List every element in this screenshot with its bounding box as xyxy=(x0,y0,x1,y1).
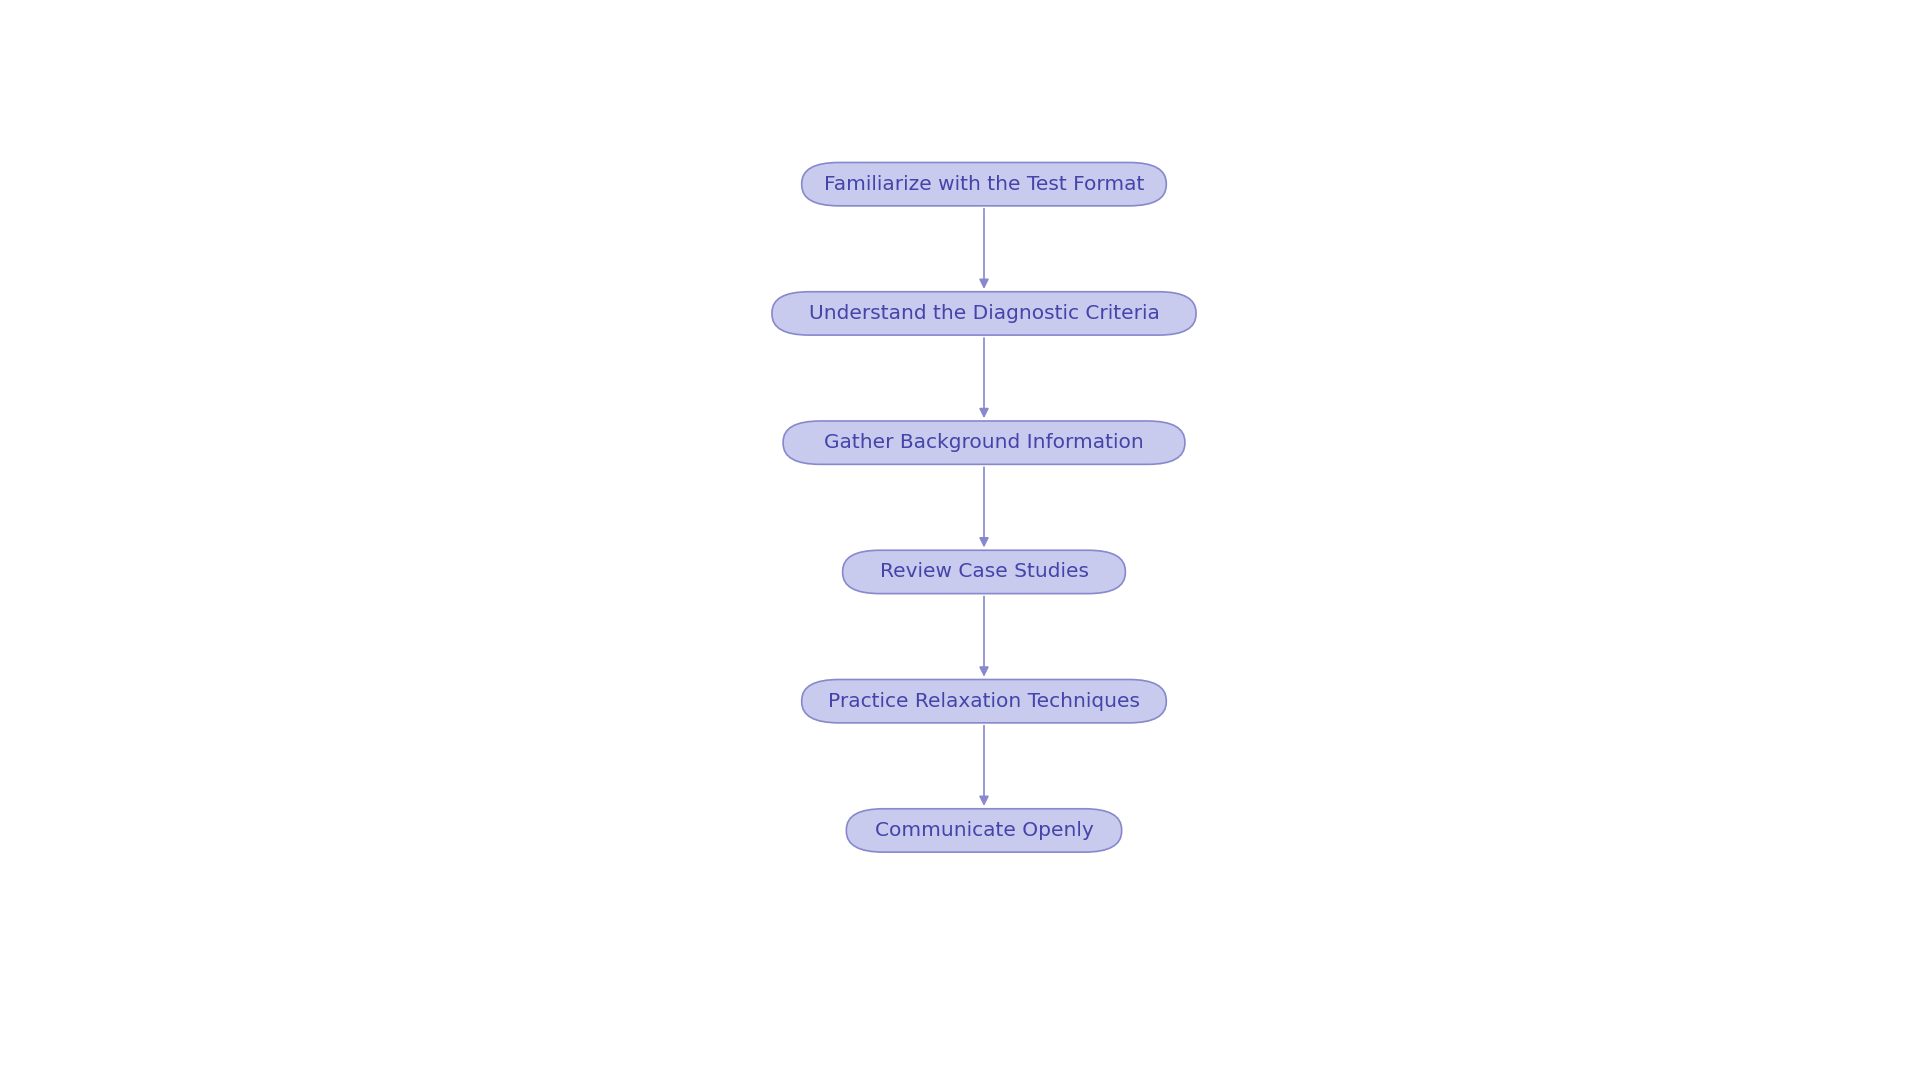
FancyBboxPatch shape xyxy=(772,291,1196,335)
FancyBboxPatch shape xyxy=(803,162,1165,206)
FancyBboxPatch shape xyxy=(847,809,1121,852)
Text: Familiarize with the Test Format: Familiarize with the Test Format xyxy=(824,174,1144,194)
Text: Gather Background Information: Gather Background Information xyxy=(824,433,1144,453)
FancyBboxPatch shape xyxy=(783,421,1185,465)
Text: Practice Relaxation Techniques: Practice Relaxation Techniques xyxy=(828,692,1140,710)
Text: Communicate Openly: Communicate Openly xyxy=(876,821,1092,840)
Text: Review Case Studies: Review Case Studies xyxy=(879,562,1089,582)
FancyBboxPatch shape xyxy=(803,679,1165,722)
Text: Understand the Diagnostic Criteria: Understand the Diagnostic Criteria xyxy=(808,304,1160,323)
FancyBboxPatch shape xyxy=(843,550,1125,593)
